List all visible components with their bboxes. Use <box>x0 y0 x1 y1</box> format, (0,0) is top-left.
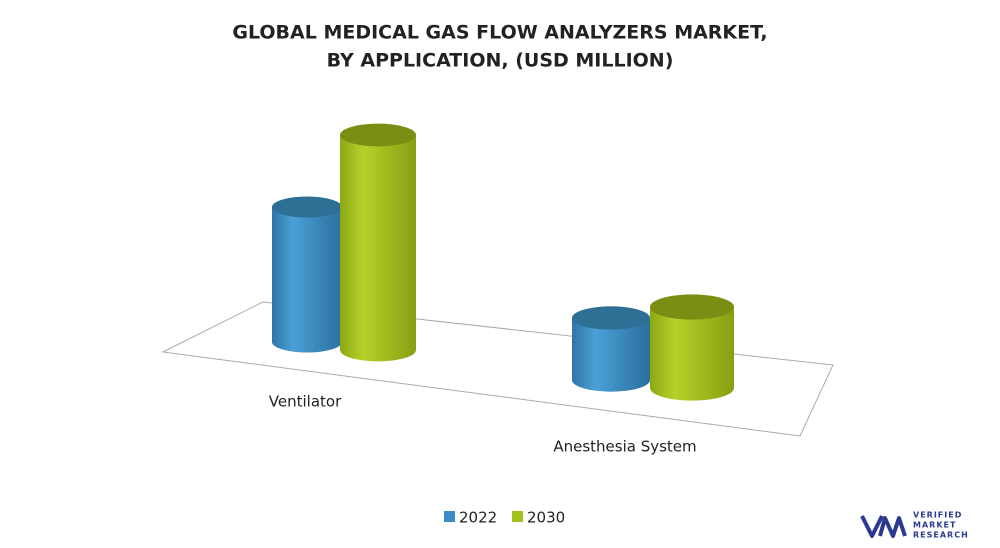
x-tick-label: Anesthesia System <box>553 438 696 456</box>
bar-top <box>272 196 342 218</box>
bar-top <box>650 294 734 320</box>
chart-subtitle: BY APPLICATION, (USD MILLION) <box>327 50 674 72</box>
bar-top <box>572 306 650 330</box>
logo: VERIFIED MARKET RESEARCH <box>860 511 969 540</box>
x-tick-label: Ventilator <box>269 393 342 411</box>
legend-label: 2022 <box>459 509 497 527</box>
logo-text: RESEARCH <box>913 531 969 540</box>
legend-swatch <box>512 511 523 522</box>
legend-swatch <box>444 511 455 522</box>
bar <box>340 135 416 362</box>
legend-label: 2030 <box>527 509 565 527</box>
bar <box>572 318 650 392</box>
bar <box>650 307 734 401</box>
chart-title: GLOBAL MEDICAL GAS FLOW ANALYZERS MARKET… <box>232 22 767 44</box>
logo-text: MARKET <box>913 521 956 530</box>
bar <box>272 207 342 353</box>
bar-top <box>340 123 416 147</box>
logo-mark <box>860 515 907 538</box>
logo-text: VERIFIED <box>913 511 962 520</box>
